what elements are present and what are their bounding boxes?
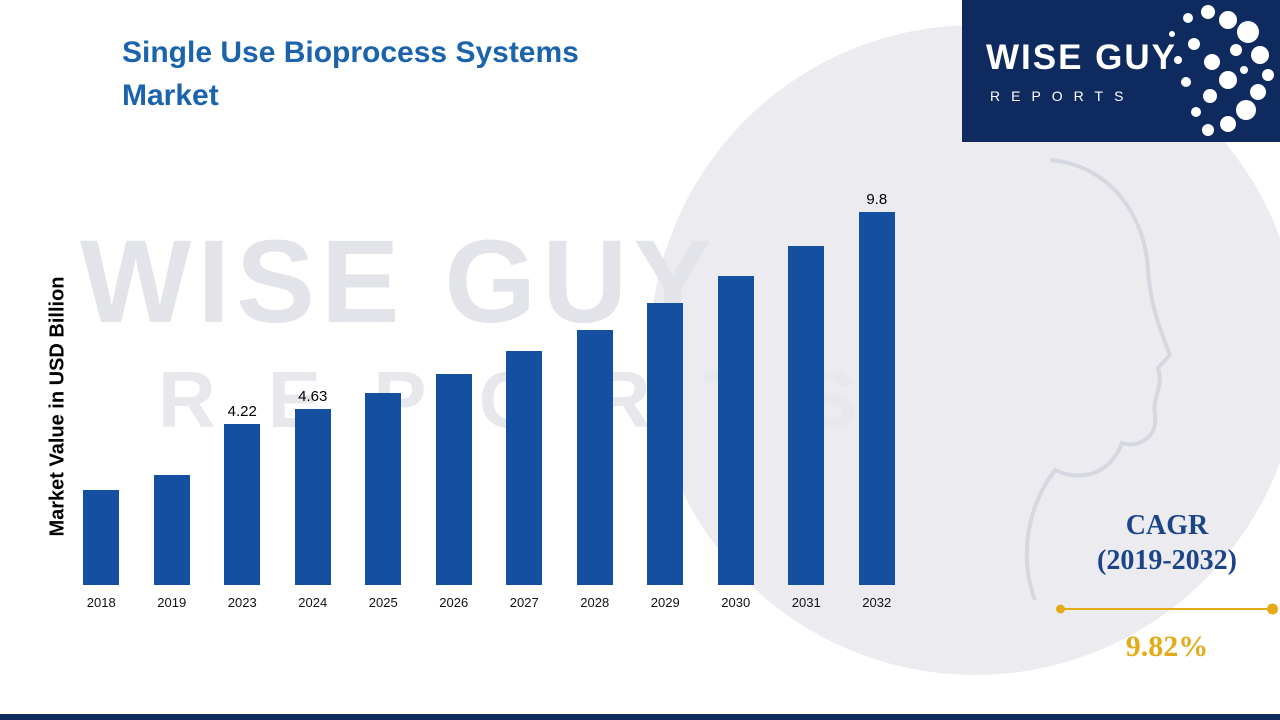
x-tick-label: 2027 — [509, 595, 539, 610]
bar — [858, 211, 895, 585]
logo-face-dots-icon — [1169, 5, 1274, 136]
bar-group: 9.8 2032 — [842, 185, 913, 610]
bar-group: 2030 — [701, 185, 772, 610]
bar-group: 2019 — [137, 185, 208, 610]
page-title-line2: Market — [122, 78, 219, 112]
bar-group: 4.63 2024 — [278, 185, 349, 610]
cagr-divider — [1056, 603, 1278, 615]
bar-value-label: 9.8 — [866, 190, 888, 208]
bottom-accent-bar — [0, 714, 1280, 720]
bar — [647, 303, 684, 585]
bar — [788, 246, 825, 585]
bar-group: 2031 — [771, 185, 842, 610]
x-tick-label: 2029 — [650, 595, 680, 610]
x-tick-label: 2026 — [439, 595, 469, 610]
bar-group: 4.22 2023 — [207, 185, 278, 610]
bar — [83, 489, 120, 585]
bar — [506, 350, 543, 585]
bar-group: 2025 — [348, 185, 419, 610]
x-tick-label: 2023 — [227, 595, 257, 610]
bar — [153, 474, 190, 585]
bar-group: 2018 — [66, 185, 137, 610]
cagr-range: (2019-2032) — [1097, 545, 1237, 576]
bar-value-label: 4.63 — [298, 387, 328, 405]
bar-group: 2028 — [560, 185, 631, 610]
divider-left-dot — [1056, 604, 1065, 614]
bar-value-label: 4.22 — [227, 403, 257, 421]
logo-wordmark: WISE GUY — [986, 38, 1178, 77]
x-tick-label: 2018 — [86, 595, 116, 610]
bar — [365, 392, 402, 585]
bar-group: 2027 — [489, 185, 560, 610]
cagr-block: CAGR (2019-2032) 9.82% — [1056, 508, 1278, 664]
cagr-value: 9.82% — [1125, 630, 1209, 663]
cagr-label: CAGR — [1125, 510, 1209, 541]
face-profile-watermark — [1024, 158, 1173, 601]
bar — [294, 408, 331, 585]
x-tick-label: 2028 — [580, 595, 610, 610]
watermark-line1: WISE GUY — [80, 216, 719, 348]
logo-subtitle: REPORTS — [990, 88, 1135, 104]
bar — [576, 329, 613, 585]
x-tick-label: 2025 — [368, 595, 398, 610]
bar-group: 2029 — [630, 185, 701, 610]
page-title: Single Use Bioprocess Systems Market — [122, 32, 579, 117]
x-tick-label: 2032 — [862, 595, 892, 610]
divider-right-dot — [1267, 603, 1278, 615]
bar — [717, 276, 754, 585]
x-tick-label: 2031 — [791, 595, 821, 610]
x-tick-label: 2030 — [721, 595, 751, 610]
bar-group: 2026 — [419, 185, 490, 610]
bar-plot: 2018 2019 4.22 2023 4.63 2024 2025 2026 2027 2028… — [66, 185, 913, 610]
bar — [224, 424, 261, 585]
page-title-line1: Single Use Bioprocess Systems — [122, 36, 579, 69]
x-tick-label: 2019 — [157, 595, 187, 610]
bar — [435, 373, 472, 585]
logo: WISE GUY REPORTS — [962, 0, 1280, 142]
x-tick-label: 2024 — [298, 595, 328, 610]
